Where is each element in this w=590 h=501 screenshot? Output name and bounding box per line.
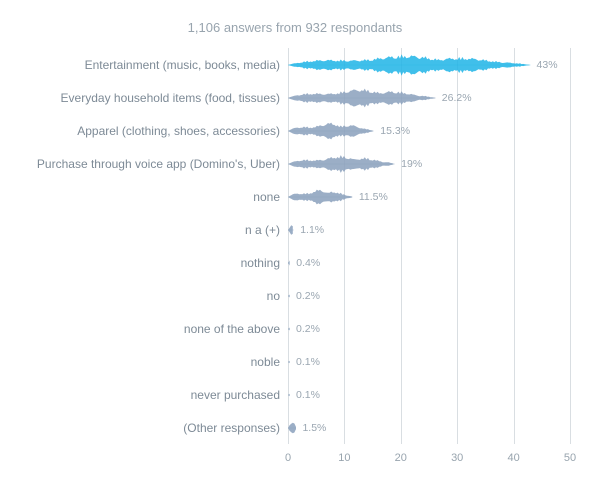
value-label: 26.2% — [442, 92, 472, 104]
value-label: 0.1% — [296, 389, 320, 401]
value-label: 0.2% — [296, 290, 320, 302]
chart-container: 1,106 answers from 932 respondants 0 10 20… — [0, 0, 590, 501]
gridline — [570, 48, 571, 444]
category-label: never purchased — [191, 388, 280, 402]
category-label: n a (+) — [245, 223, 280, 237]
value-label: 15.3% — [380, 125, 410, 137]
chart-row: Everyday household items (food, tissues)… — [0, 81, 570, 114]
category-label: no — [267, 289, 280, 303]
wave-bar — [288, 315, 290, 343]
chart-title: 1,106 answers from 932 respondants — [0, 20, 590, 35]
value-label: 43% — [537, 59, 558, 71]
wave-bar — [288, 183, 353, 211]
chart-row: never purchased 0.1% — [0, 378, 570, 411]
category-label: none of the above — [184, 322, 280, 336]
category-label: Entertainment (music, books, media) — [85, 58, 280, 72]
value-label: 0.1% — [296, 356, 320, 368]
chart-row: (Other responses) 1.5% — [0, 411, 570, 444]
category-label: Everyday household items (food, tissues) — [61, 91, 280, 105]
wave-bar — [288, 249, 290, 277]
plot-area: 01020304050Entertainment (music, books, … — [288, 48, 570, 468]
x-axis-label: 40 — [507, 452, 519, 464]
chart-row: nothing 0.4% — [0, 246, 570, 279]
wave-bar — [288, 348, 290, 376]
category-label: noble — [251, 355, 280, 369]
chart-row: Purchase through voice app (Domino's, Ub… — [0, 147, 570, 180]
chart-row: no 0.2% — [0, 279, 570, 312]
chart-row: Entertainment (music, books, media) 43% — [0, 48, 570, 81]
wave-bar — [288, 414, 296, 442]
value-label: 19% — [401, 158, 422, 170]
value-label: 11.5% — [359, 191, 388, 203]
chart-row: none 11.5% — [0, 180, 570, 213]
x-axis-label: 0 — [285, 452, 291, 464]
category-label: Apparel (clothing, shoes, accessories) — [77, 124, 280, 138]
value-label: 1.5% — [302, 422, 326, 434]
wave-bar — [288, 84, 436, 112]
value-label: 0.2% — [296, 323, 320, 335]
chart-row: noble 0.1% — [0, 345, 570, 378]
category-label: (Other responses) — [183, 421, 280, 435]
wave-bar — [288, 216, 294, 244]
category-label: Purchase through voice app (Domino's, Ub… — [37, 157, 280, 171]
x-axis-label: 50 — [564, 452, 576, 464]
value-label: 1.1% — [300, 224, 324, 236]
x-axis-label: 20 — [395, 452, 407, 464]
wave-bar — [288, 51, 531, 79]
value-label: 0.4% — [296, 257, 320, 269]
category-label: none — [253, 190, 280, 204]
x-axis-label: 10 — [338, 452, 350, 464]
chart-row: none of the above 0.2% — [0, 312, 570, 345]
chart-row: Apparel (clothing, shoes, accessories) 15… — [0, 114, 570, 147]
wave-bar — [288, 117, 374, 145]
wave-bar — [288, 282, 290, 310]
x-axis-label: 30 — [451, 452, 463, 464]
chart-row: n a (+) 1.1% — [0, 213, 570, 246]
wave-bar — [288, 150, 395, 178]
wave-bar — [288, 381, 290, 409]
category-label: nothing — [241, 256, 280, 270]
